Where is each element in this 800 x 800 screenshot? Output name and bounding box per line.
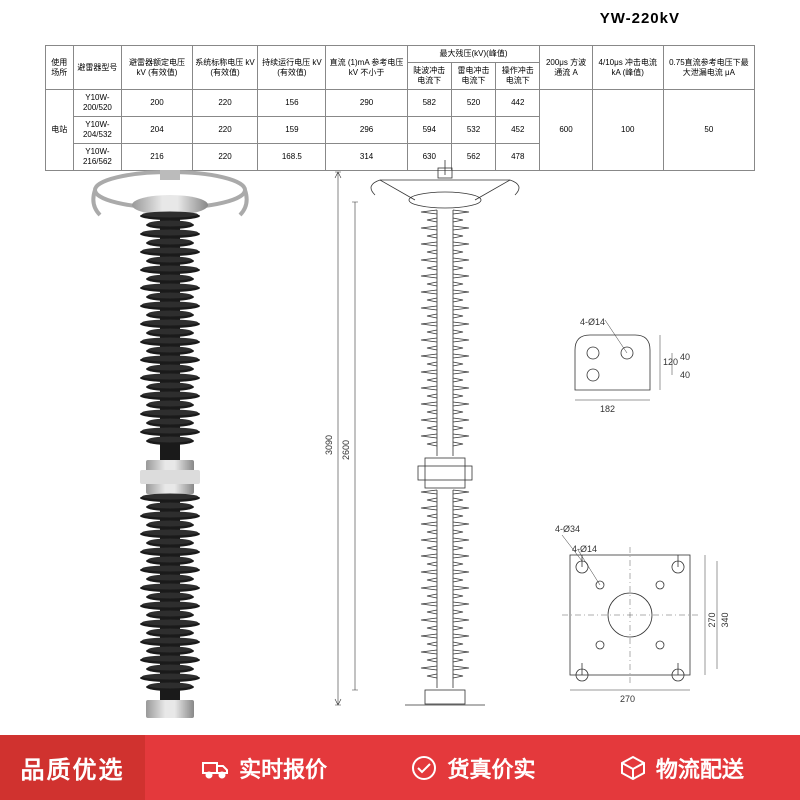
cell: 290 xyxy=(326,90,407,117)
delivery-icon xyxy=(201,753,231,783)
dim-base-h: 340 xyxy=(720,612,730,627)
dim-term-c: 120 xyxy=(663,357,678,367)
th-leak: 0.75直流参考电压下最大泄漏电流 μA xyxy=(663,46,754,90)
base-label-top: 4-Ø34 xyxy=(555,524,580,534)
th-dc: 直流 (1)mA 参考电压 kV 不小于 xyxy=(326,46,407,90)
spec-table: 使用场所 避雷器型号 避雷器额定电压 kV (有效值) 系统标称电压 kV (有… xyxy=(45,45,755,171)
base-label-mid: 4-Ø14 xyxy=(572,544,597,554)
cell: 452 xyxy=(496,117,540,144)
cell: Y10W-204/532 xyxy=(73,117,122,144)
dim-overall: 3090 xyxy=(324,435,334,455)
term-holes-label: 4-Ø14 xyxy=(580,317,605,327)
th-model: 避雷器型号 xyxy=(73,46,122,90)
cell: 582 xyxy=(407,90,451,117)
th-steep: 陡波冲击电流下 xyxy=(407,63,451,90)
dim-base-s1: 270 xyxy=(620,694,635,704)
cell: 296 xyxy=(326,117,407,144)
footer-item-logistics: 物流配送 xyxy=(618,752,744,784)
cell: 100 xyxy=(592,90,663,171)
datasheet-content: YW-220kV 使用场所 避雷器型号 避雷器额定电压 kV (有效值) 系统标… xyxy=(0,0,800,735)
cell: 159 xyxy=(258,117,326,144)
dim-term-a: 40 xyxy=(680,352,690,362)
cell: Y10W-200/520 xyxy=(73,90,122,117)
cell: 600 xyxy=(540,90,592,171)
genuine-icon xyxy=(409,753,439,783)
model-label: YW-220kV xyxy=(600,10,680,27)
th-rated: 避雷器额定电压 kV (有效值) xyxy=(122,46,192,90)
th-use: 使用场所 xyxy=(46,46,74,90)
table-body: 电站 Y10W-200/520 200 220 156 290 582 520 … xyxy=(46,90,755,171)
cell: 电站 xyxy=(46,90,74,171)
technical-drawing: 3090 2600 4-Ø14 120 40 xyxy=(320,160,760,720)
dim-term-b: 40 xyxy=(680,370,690,380)
product-photo xyxy=(40,160,300,720)
table-row: 电站 Y10W-200/520 200 220 156 290 582 520 … xyxy=(46,90,755,117)
cell: 156 xyxy=(258,90,326,117)
cell: 220 xyxy=(192,90,258,117)
th-410: 4/10μs 冲击电流 kA (峰值) xyxy=(592,46,663,90)
cell: 220 xyxy=(192,117,258,144)
th-200us: 200μs 方波通流 A xyxy=(540,46,592,90)
drawing-svg: 3090 2600 4-Ø14 120 40 xyxy=(320,160,760,720)
footer-item-genuine: 货真价实 xyxy=(409,752,535,784)
cell: 594 xyxy=(407,117,451,144)
footer-banner: 品质优选 实时报价 货真价实 物流配送 xyxy=(0,735,800,800)
cell: 200 xyxy=(122,90,192,117)
footer-item-realtime: 实时报价 xyxy=(201,752,327,784)
cell: 204 xyxy=(122,117,192,144)
th-residual: 最大残压(kV)(峰值) xyxy=(407,46,540,63)
cell: 50 xyxy=(663,90,754,171)
logistics-icon xyxy=(618,753,648,783)
dim-base-s2: 270 xyxy=(707,612,717,627)
th-switch: 操作冲击电流下 xyxy=(496,63,540,90)
quality-badge: 品质优选 xyxy=(0,735,145,800)
footer-items: 实时报价 货真价实 物流配送 xyxy=(145,752,800,784)
cell: 532 xyxy=(451,117,495,144)
dim-term-w: 182 xyxy=(600,404,615,414)
footer-label: 货真价实 xyxy=(447,752,535,784)
header-row-1: 使用场所 避雷器型号 避雷器额定电压 kV (有效值) 系统标称电压 kV (有… xyxy=(46,46,755,63)
dim-inner: 2600 xyxy=(341,440,351,460)
footer-label: 实时报价 xyxy=(239,752,327,784)
th-system: 系统标称电压 kV (有效值) xyxy=(192,46,258,90)
th-cont: 持续运行电压 kV (有效值) xyxy=(258,46,326,90)
arrester-photo-svg xyxy=(40,160,300,720)
cell: 442 xyxy=(496,90,540,117)
cell: 520 xyxy=(451,90,495,117)
th-lightning: 雷电冲击电流下 xyxy=(451,63,495,90)
footer-label: 物流配送 xyxy=(656,752,744,784)
